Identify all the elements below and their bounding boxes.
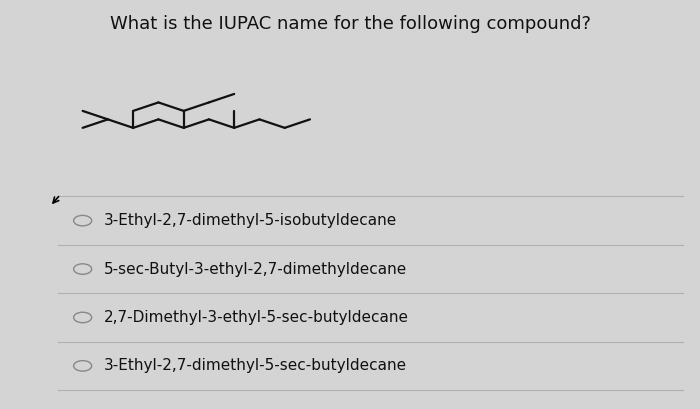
- Text: 3-Ethyl-2,7-dimethyl-5-isobutyldecane: 3-Ethyl-2,7-dimethyl-5-isobutyldecane: [104, 213, 398, 228]
- Text: 5-sec-Butyl-3-ethyl-2,7-dimethyldecane: 5-sec-Butyl-3-ethyl-2,7-dimethyldecane: [104, 261, 407, 276]
- Text: 2,7-Dimethyl-3-ethyl-5-sec-butyldecane: 2,7-Dimethyl-3-ethyl-5-sec-butyldecane: [104, 310, 409, 325]
- Text: 3-Ethyl-2,7-dimethyl-5-sec-butyldecane: 3-Ethyl-2,7-dimethyl-5-sec-butyldecane: [104, 358, 407, 373]
- Text: What is the IUPAC name for the following compound?: What is the IUPAC name for the following…: [109, 15, 591, 33]
